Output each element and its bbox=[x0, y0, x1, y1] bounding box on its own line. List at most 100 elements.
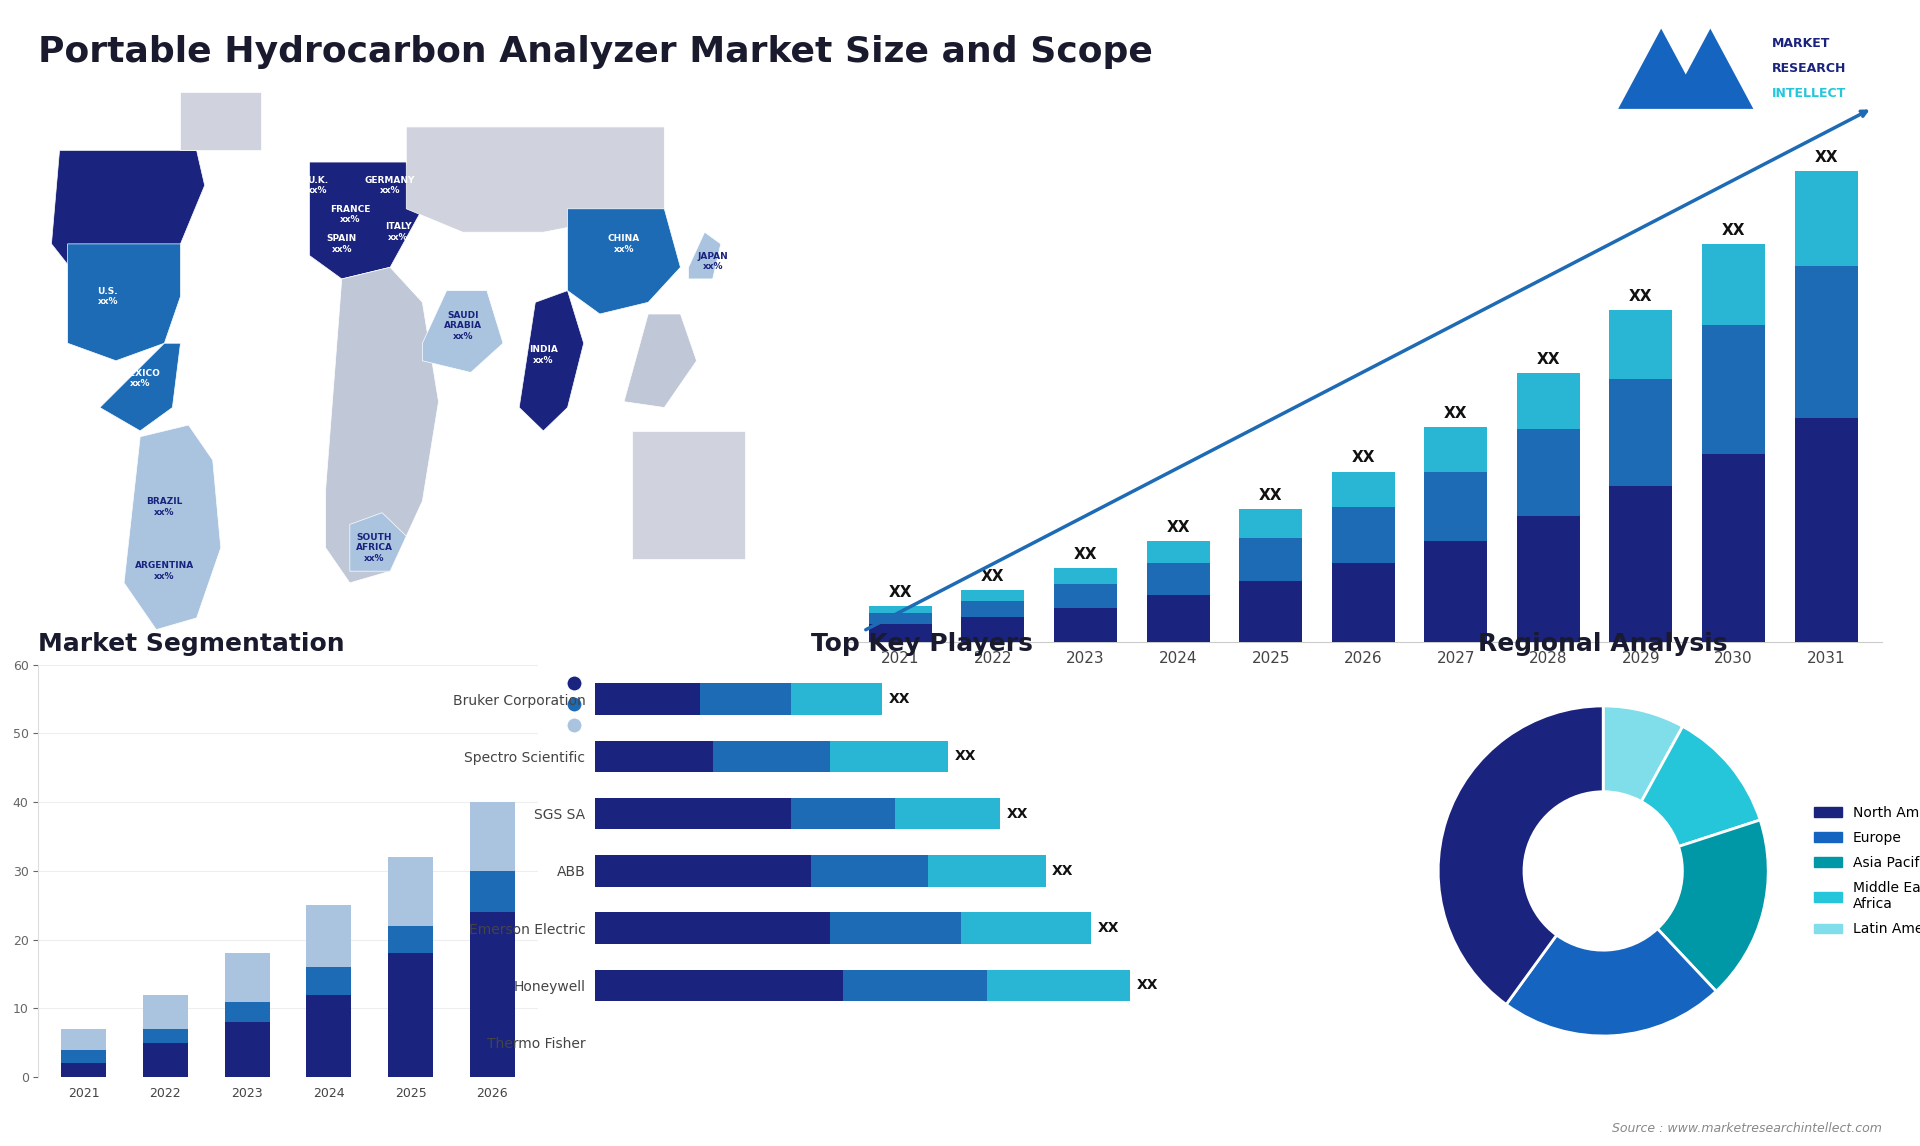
Bar bbox=[870, 623, 931, 642]
Text: XX: XX bbox=[1630, 289, 1653, 304]
Text: JAPAN
xx%: JAPAN xx% bbox=[697, 252, 728, 272]
Bar bbox=[962, 590, 1025, 601]
Bar bbox=[810, 855, 927, 887]
Bar bbox=[843, 970, 987, 1002]
Bar bbox=[595, 970, 843, 1002]
Polygon shape bbox=[689, 233, 720, 278]
Polygon shape bbox=[1619, 29, 1753, 109]
Bar bbox=[1146, 563, 1210, 595]
Bar bbox=[962, 617, 1025, 642]
Bar bbox=[225, 953, 269, 1002]
Bar bbox=[1795, 171, 1857, 266]
Legend: North America, Europe, Asia Pacific, Middle East &
Africa, Latin America: North America, Europe, Asia Pacific, Mid… bbox=[1809, 800, 1920, 942]
Text: XX: XX bbox=[1536, 352, 1561, 367]
Text: SAUDI
ARABIA
xx%: SAUDI ARABIA xx% bbox=[444, 311, 482, 340]
Text: SPAIN
xx%: SPAIN xx% bbox=[326, 234, 357, 253]
Text: MARKET: MARKET bbox=[1772, 37, 1830, 50]
Bar bbox=[1238, 581, 1302, 642]
Bar bbox=[595, 683, 699, 715]
Polygon shape bbox=[100, 344, 180, 431]
Bar bbox=[142, 1043, 188, 1077]
Text: XX: XX bbox=[1073, 547, 1096, 562]
Title: Regional Analysis: Regional Analysis bbox=[1478, 631, 1728, 656]
Bar bbox=[307, 967, 351, 995]
Polygon shape bbox=[326, 267, 438, 583]
Bar bbox=[307, 995, 351, 1077]
Text: FRANCE
xx%: FRANCE xx% bbox=[330, 205, 371, 225]
Bar bbox=[1238, 509, 1302, 537]
Polygon shape bbox=[180, 92, 261, 150]
Bar bbox=[142, 995, 188, 1029]
Bar bbox=[712, 740, 829, 772]
Text: RESEARCH: RESEARCH bbox=[1772, 62, 1847, 76]
Bar bbox=[791, 798, 895, 830]
Wedge shape bbox=[1438, 706, 1603, 1004]
Polygon shape bbox=[518, 291, 584, 431]
Polygon shape bbox=[568, 209, 680, 314]
Bar bbox=[1701, 324, 1764, 454]
Bar bbox=[388, 926, 434, 953]
Text: U.K.
xx%: U.K. xx% bbox=[307, 175, 328, 195]
Bar bbox=[699, 683, 791, 715]
Bar bbox=[1609, 486, 1672, 642]
Text: XX: XX bbox=[954, 749, 975, 763]
Text: XX: XX bbox=[1352, 450, 1375, 465]
Text: Portable Hydrocarbon Analyzer Market Size and Scope: Portable Hydrocarbon Analyzer Market Siz… bbox=[38, 34, 1154, 69]
Legend: Type, Application, Geography: Type, Application, Geography bbox=[555, 672, 682, 739]
Bar bbox=[61, 1029, 106, 1050]
Text: XX: XX bbox=[1006, 807, 1027, 821]
Text: XX: XX bbox=[1260, 488, 1283, 503]
Bar bbox=[61, 1050, 106, 1063]
Bar bbox=[1425, 426, 1488, 472]
Wedge shape bbox=[1657, 821, 1768, 991]
Text: XX: XX bbox=[1165, 520, 1190, 535]
Bar bbox=[1609, 311, 1672, 378]
Text: SOUTH
AFRICA
xx%: SOUTH AFRICA xx% bbox=[355, 533, 392, 563]
Text: INDIA
xx%: INDIA xx% bbox=[528, 345, 559, 364]
Bar bbox=[142, 1029, 188, 1043]
Text: XX: XX bbox=[981, 568, 1004, 583]
Bar bbox=[470, 871, 515, 912]
Bar bbox=[1701, 244, 1764, 324]
Title: Top Key Players: Top Key Players bbox=[810, 631, 1033, 656]
Bar bbox=[962, 601, 1025, 617]
Bar bbox=[1146, 542, 1210, 563]
Bar bbox=[1332, 472, 1394, 508]
Text: U.S.
xx%: U.S. xx% bbox=[98, 286, 119, 306]
Bar bbox=[1795, 266, 1857, 418]
Bar bbox=[1146, 595, 1210, 642]
Text: XX: XX bbox=[1052, 864, 1073, 878]
Text: XX: XX bbox=[1444, 406, 1467, 421]
Bar bbox=[1609, 378, 1672, 486]
Bar bbox=[1054, 607, 1117, 642]
Text: Source : www.marketresearchintellect.com: Source : www.marketresearchintellect.com bbox=[1611, 1122, 1882, 1135]
Bar bbox=[61, 1063, 106, 1077]
Text: Market Segmentation: Market Segmentation bbox=[38, 631, 346, 656]
Text: XX: XX bbox=[1137, 979, 1158, 992]
Text: MEXICO
xx%: MEXICO xx% bbox=[121, 369, 159, 388]
Bar bbox=[225, 1002, 269, 1022]
Bar bbox=[791, 683, 883, 715]
Bar bbox=[1054, 568, 1117, 584]
Polygon shape bbox=[309, 162, 422, 278]
Polygon shape bbox=[632, 431, 745, 559]
Polygon shape bbox=[422, 291, 503, 372]
Text: XX: XX bbox=[1098, 921, 1119, 935]
Bar bbox=[470, 802, 515, 871]
Wedge shape bbox=[1642, 727, 1761, 847]
Bar bbox=[388, 857, 434, 926]
Bar bbox=[870, 613, 931, 623]
Bar bbox=[1517, 517, 1580, 642]
Bar bbox=[829, 740, 948, 772]
Bar bbox=[829, 912, 960, 944]
Bar bbox=[870, 606, 931, 613]
Bar bbox=[960, 912, 1091, 944]
Bar bbox=[1517, 429, 1580, 517]
Bar bbox=[595, 798, 791, 830]
Bar bbox=[1238, 537, 1302, 581]
Bar bbox=[388, 953, 434, 1077]
Text: GERMANY
xx%: GERMANY xx% bbox=[365, 175, 415, 195]
Text: INTELLECT: INTELLECT bbox=[1772, 87, 1845, 101]
Polygon shape bbox=[349, 512, 407, 571]
Text: XX: XX bbox=[1814, 150, 1837, 165]
